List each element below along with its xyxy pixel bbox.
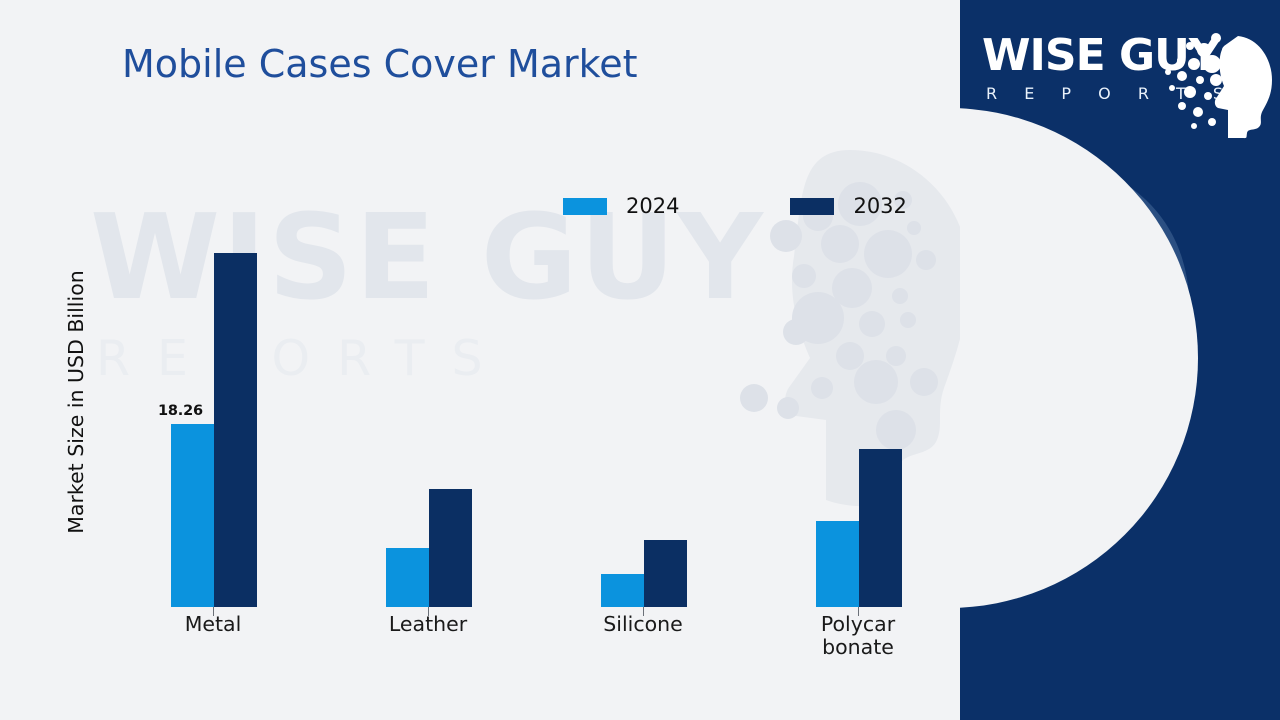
category-label-polycarbonate-line1: Polycar xyxy=(820,612,896,636)
brand-logo-subtext: R E P O R T S xyxy=(986,84,1235,103)
bar-metal-2024[interactable] xyxy=(171,424,214,607)
brand-logo-wordmark: WISE GUY xyxy=(982,30,1221,81)
legend-label-2024: 2024 xyxy=(626,194,680,218)
page-title: Mobile Cases Cover Market xyxy=(122,42,638,86)
bar-group-silicone xyxy=(601,107,687,607)
bar-leather-2032[interactable] xyxy=(429,489,472,607)
bar-value-label-metal-2024: 18.26 xyxy=(158,403,203,419)
category-label-leather: Leather xyxy=(328,613,528,636)
bar-metal-2032[interactable] xyxy=(214,253,257,607)
legend-label-2032: 2032 xyxy=(853,194,907,218)
head-dots-logo-icon xyxy=(1165,33,1272,139)
plot-area: 18.26 Metal Leather Silicone xyxy=(113,107,958,659)
brand-panel: WISE GUY R E P O R T S xyxy=(960,0,1280,720)
axis-tick-polycarbonate xyxy=(858,607,859,616)
legend-swatch-2032 xyxy=(790,197,835,215)
category-label-leather-line1: Leather xyxy=(388,612,468,636)
category-label-polycarbonate-line2: bonate xyxy=(822,634,894,659)
bar-polycarbonate-2032[interactable] xyxy=(859,449,902,607)
legend-swatch-2024 xyxy=(563,197,607,215)
category-label-polycarbonate: Polycar bonate xyxy=(758,613,958,659)
chart-legend: 2024 2032 xyxy=(563,194,907,218)
axis-tick-leather xyxy=(428,607,429,616)
category-label-metal-line1: Metal xyxy=(184,612,242,636)
category-label-metal: Metal xyxy=(113,613,313,636)
chart-canvas: WISE GUY REPORTS M xyxy=(64,107,960,659)
legend-item-2032[interactable]: 2032 xyxy=(790,194,907,218)
brand-logo: WISE GUY R E P O R T S xyxy=(982,24,1272,139)
bar-polycarbonate-2024[interactable] xyxy=(816,521,859,607)
axis-tick-metal xyxy=(213,607,214,616)
bar-silicone-2032[interactable] xyxy=(644,540,687,607)
bar-silicone-2024[interactable] xyxy=(601,574,644,607)
bar-group-polycarbonate xyxy=(816,107,902,607)
category-label-silicone-line1: Silicone xyxy=(603,612,683,636)
bar-leather-2024[interactable] xyxy=(386,548,429,607)
category-label-silicone: Silicone xyxy=(543,613,743,636)
bar-group-leather xyxy=(386,107,472,607)
axis-tick-silicone xyxy=(643,607,644,616)
legend-item-2024[interactable]: 2024 xyxy=(563,194,679,218)
bar-group-metal xyxy=(171,107,257,607)
